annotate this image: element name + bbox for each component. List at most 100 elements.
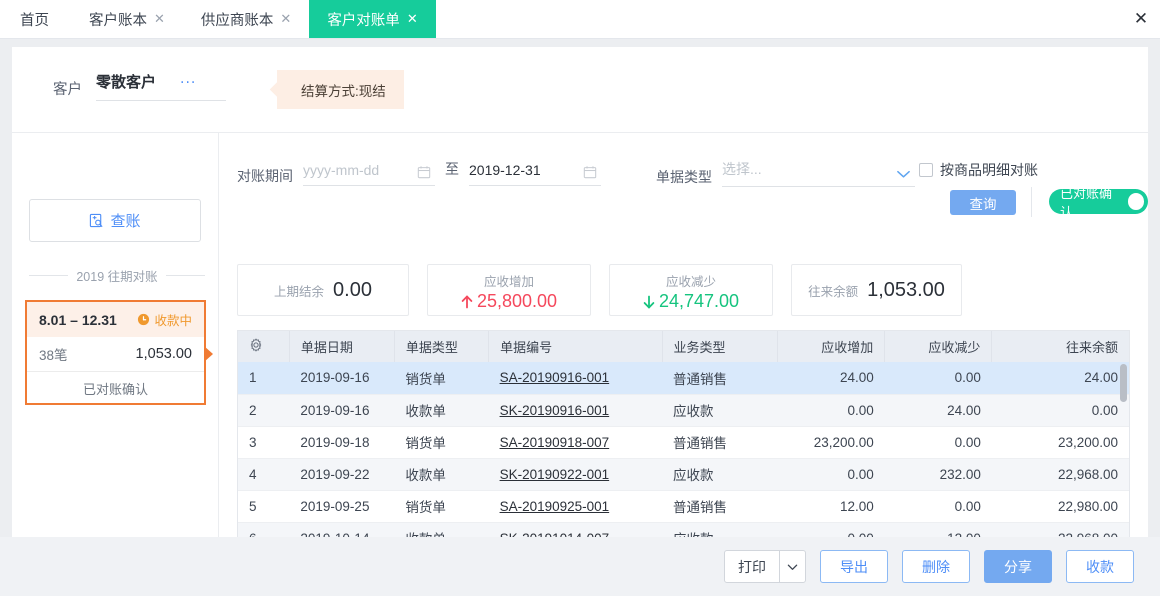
toggle-knob[interactable] — [1127, 193, 1144, 210]
row-doc-type: 收款单 — [394, 458, 489, 491]
table-row[interactable]: 5 2019-09-25 销货单 SA-20190925-001 普通销售 12… — [238, 490, 1129, 523]
date-from-value: yyyy-mm-dd — [303, 162, 380, 178]
row-doc-no[interactable]: SA-20190925-001 — [488, 490, 663, 523]
row-date: 2019-09-16 — [289, 394, 395, 427]
period-card-amount: 1,053.00 — [135, 346, 192, 362]
column-header-increase[interactable]: 应收增加 — [777, 331, 886, 362]
column-header-doc-no[interactable]: 单据编号 — [488, 331, 663, 362]
row-index: 1 — [238, 362, 290, 395]
share-button-label: 分享 — [1004, 558, 1032, 575]
tab-close-icon[interactable]: ✕ — [154, 11, 165, 27]
column-settings-cell[interactable] — [238, 331, 290, 362]
table-vertical-scrollbar[interactable] — [1120, 364, 1127, 402]
query-button[interactable]: 查询 — [950, 190, 1016, 215]
row-balance: 22,968.00 — [991, 458, 1129, 491]
print-button[interactable]: 打印 — [724, 550, 806, 583]
row-doc-no-link[interactable]: SK-20190922-001 — [499, 466, 610, 482]
tab-close-icon[interactable]: ✕ — [406, 11, 418, 27]
tab-home[interactable]: 首页 — [0, 0, 71, 38]
summary-card-label: 上期结余 — [274, 284, 325, 299]
delete-button[interactable]: 删除 — [902, 550, 970, 583]
column-header-date[interactable]: 单据日期 — [289, 331, 395, 362]
row-doc-no[interactable]: SK-20190916-001 — [488, 394, 663, 427]
column-header-balance[interactable]: 往来余额 — [991, 331, 1129, 362]
tab-home-label: 首页 — [20, 12, 49, 29]
tab-supplier-ledger[interactable]: 供应商账本 ✕ — [183, 0, 309, 38]
chevron-down-icon[interactable] — [896, 169, 911, 179]
period-card-status: 收款中 — [137, 310, 192, 329]
period-card-status-label: 收款中 — [154, 314, 192, 328]
row-doc-no-link[interactable]: SA-20190916-001 — [499, 370, 610, 386]
chevron-down-icon[interactable] — [779, 551, 805, 582]
summary-card-label: 应收减少 — [665, 275, 716, 289]
toolbar-divider — [1031, 187, 1032, 217]
date-to-value: 2019-12-31 — [469, 162, 541, 178]
row-doc-no[interactable]: SA-20190918-007 — [488, 426, 663, 459]
column-header-decrease[interactable]: 应收减少 — [884, 331, 993, 362]
row-date: 2019-09-18 — [289, 426, 395, 459]
row-increase: 0.00 — [777, 458, 885, 491]
summary-card-opening-balance: 上期结余 0.00 — [237, 264, 409, 316]
summary-card-value: 24,747.00 — [658, 291, 740, 311]
period-card-confirm-label: 已对账确认 — [82, 382, 148, 397]
gear-icon[interactable] — [249, 338, 263, 352]
column-header-biz-type[interactable]: 业务类型 — [662, 331, 779, 362]
share-button[interactable]: 分享 — [984, 550, 1052, 583]
customer-selector-row: 客户 零散客户 ··· 结算方式:现结 — [12, 47, 1148, 133]
table-row[interactable]: 4 2019-09-22 收款单 SK-20190922-001 应收款 0.0… — [238, 458, 1129, 491]
row-doc-no[interactable]: SA-20190916-001 — [488, 362, 663, 395]
row-doc-no-link[interactable]: SK-20190916-001 — [499, 402, 610, 418]
date-from-input[interactable]: yyyy-mm-dd — [303, 162, 435, 186]
summary-card-label: 往来余额 — [808, 284, 859, 299]
action-bar: 打印 导出 删除 分享 收款 — [0, 537, 1160, 596]
checkbox-box[interactable] — [919, 163, 933, 177]
row-doc-no[interactable]: SK-20190922-001 — [488, 458, 663, 491]
summary-card-current-balance: 往来余额 1,053.00 — [791, 264, 962, 316]
receive-payment-button[interactable]: 收款 — [1066, 550, 1134, 583]
tab-close-icon[interactable]: ✕ — [280, 11, 292, 27]
close-icon[interactable]: ✕ — [1133, 9, 1149, 29]
calendar-icon[interactable] — [417, 165, 431, 179]
arrow-down-icon — [643, 295, 655, 309]
period-card-footer: 已对账确认 — [27, 372, 204, 405]
doc-type-select[interactable]: 选择... — [722, 159, 915, 187]
customer-more-icon[interactable]: ··· — [180, 75, 197, 91]
row-doc-type: 收款单 — [394, 394, 489, 427]
summary-card-value-wrap: 24,747.00 — [643, 291, 739, 312]
row-decrease: 232.00 — [884, 458, 992, 491]
table-row[interactable]: 1 2019-09-16 销货单 SA-20190916-001 普通销售 24… — [238, 362, 1129, 395]
row-date: 2019-09-16 — [289, 362, 395, 395]
tab-customer-statement[interactable]: 客户对账单 ✕ — [309, 0, 436, 38]
table-row[interactable]: 2 2019-09-16 收款单 SK-20190916-001 应收款 0.0… — [238, 394, 1129, 427]
tab-bar: 首页 客户账本 ✕ 供应商账本 ✕ 客户对账单 ✕ ✕ — [0, 0, 1160, 39]
history-divider: 2019 往期对账 — [29, 266, 205, 285]
row-biz-type: 应收款 — [662, 394, 778, 427]
period-filter-group: 对账期间 yyyy-mm-dd 至 — [237, 159, 601, 186]
row-biz-type: 应收款 — [662, 458, 778, 491]
calendar-icon[interactable] — [583, 165, 597, 179]
row-biz-type: 普通销售 — [662, 426, 778, 459]
row-doc-no-link[interactable]: SA-20190925-001 — [499, 498, 610, 514]
tab-customer-ledger[interactable]: 客户账本 ✕ — [71, 0, 183, 38]
customer-input[interactable]: 零散客户 — [96, 71, 226, 101]
table-row[interactable]: 3 2019-09-18 销货单 SA-20190918-007 普通销售 23… — [238, 426, 1129, 459]
query-button-label: 查询 — [969, 196, 997, 212]
row-increase: 0.00 — [777, 394, 885, 427]
row-decrease: 0.00 — [884, 490, 992, 523]
row-biz-type: 普通销售 — [662, 490, 778, 523]
print-button-label: 打印 — [738, 558, 766, 575]
date-range-separator: 至 — [445, 161, 459, 177]
reconcile-confirm-toggle[interactable]: 已对账确认 — [1049, 186, 1148, 220]
date-to-input[interactable]: 2019-12-31 — [469, 162, 601, 186]
audit-button[interactable]: 查账 — [29, 199, 201, 242]
period-card-range: 8.01 – 12.31 — [39, 311, 117, 328]
period-card[interactable]: 8.01 – 12.31 收款中 38笔 — [25, 300, 213, 405]
detail-statement-checkbox[interactable]: 按商品明细对账 — [919, 160, 1038, 180]
row-balance: 22,980.00 — [991, 490, 1129, 523]
settlement-badge-label: 结算方式:现结 — [301, 83, 386, 99]
audit-button-label: 查账 — [110, 213, 141, 230]
summary-card-receivable-decrease: 应收减少 24,747.00 — [609, 264, 773, 316]
row-doc-no-link[interactable]: SA-20190918-007 — [499, 434, 610, 450]
export-button[interactable]: 导出 — [820, 550, 888, 583]
column-header-doc-type[interactable]: 单据类型 — [394, 331, 490, 362]
